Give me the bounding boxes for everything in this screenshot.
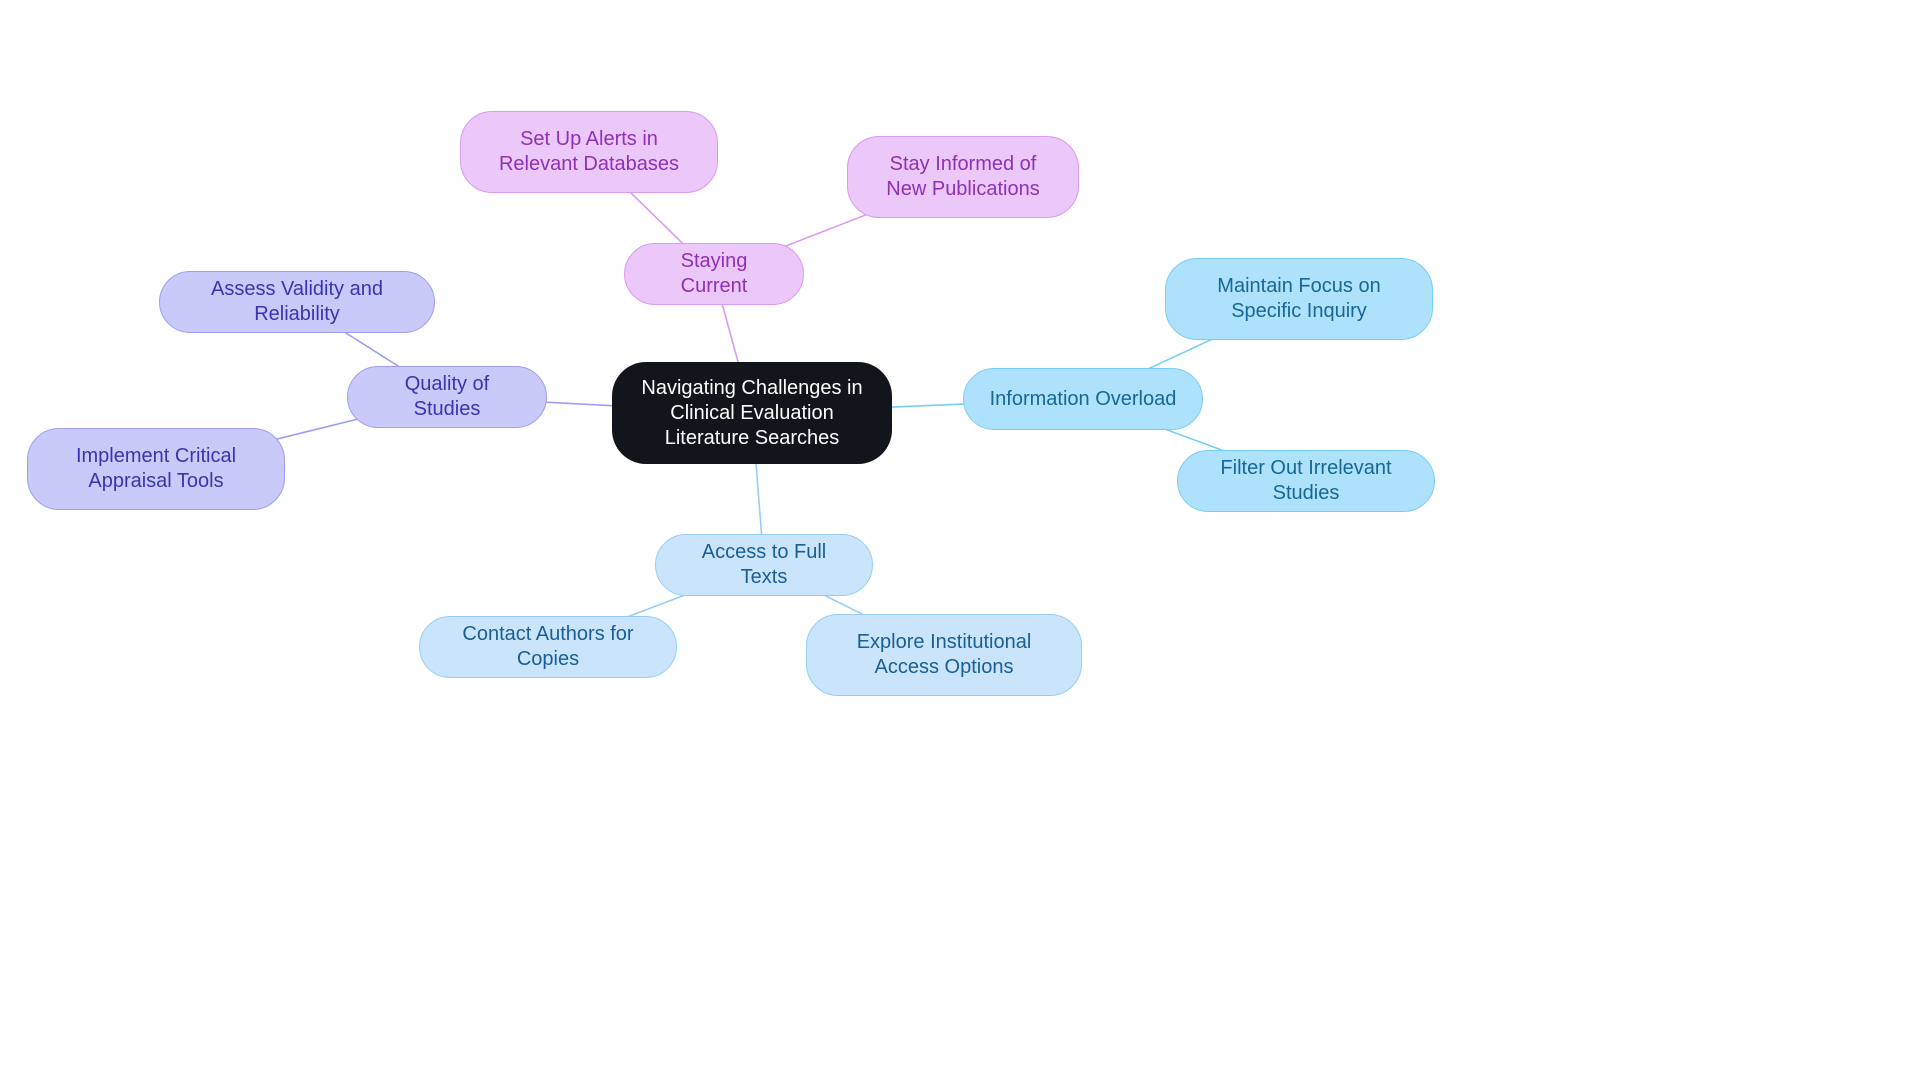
node-label: Access to Full Texts — [680, 540, 848, 590]
node-label: Filter Out Irrelevant Studies — [1202, 456, 1410, 506]
node-filter-irrelevant: Filter Out Irrelevant Studies — [1177, 450, 1435, 512]
node-label: Navigating Challenges in Clinical Evalua… — [636, 376, 868, 451]
node-label: Staying Current — [649, 249, 779, 299]
node-info-overload: Information Overload — [963, 368, 1203, 430]
node-access-full: Access to Full Texts — [655, 534, 873, 596]
node-stay-informed: Stay Informed of New Publications — [847, 136, 1079, 218]
node-label: Stay Informed of New Publications — [872, 152, 1054, 202]
node-center: Navigating Challenges in Clinical Evalua… — [612, 362, 892, 464]
node-label: Explore Institutional Access Options — [831, 630, 1057, 680]
node-label: Set Up Alerts in Relevant Databases — [485, 127, 693, 177]
node-label: Information Overload — [990, 387, 1177, 412]
node-label: Contact Authors for Copies — [444, 622, 652, 672]
node-label: Assess Validity and Reliability — [184, 277, 410, 327]
node-label: Quality of Studies — [372, 372, 522, 422]
node-focus-inquiry: Maintain Focus on Specific Inquiry — [1165, 258, 1433, 340]
node-validity: Assess Validity and Reliability — [159, 271, 435, 333]
node-contact-authors: Contact Authors for Copies — [419, 616, 677, 678]
node-label: Maintain Focus on Specific Inquiry — [1190, 274, 1408, 324]
node-quality: Quality of Studies — [347, 366, 547, 428]
node-appraisal: Implement Critical Appraisal Tools — [27, 428, 285, 510]
node-institutional: Explore Institutional Access Options — [806, 614, 1082, 696]
node-staying-current: Staying Current — [624, 243, 804, 305]
node-label: Implement Critical Appraisal Tools — [52, 444, 260, 494]
node-alerts: Set Up Alerts in Relevant Databases — [460, 111, 718, 193]
